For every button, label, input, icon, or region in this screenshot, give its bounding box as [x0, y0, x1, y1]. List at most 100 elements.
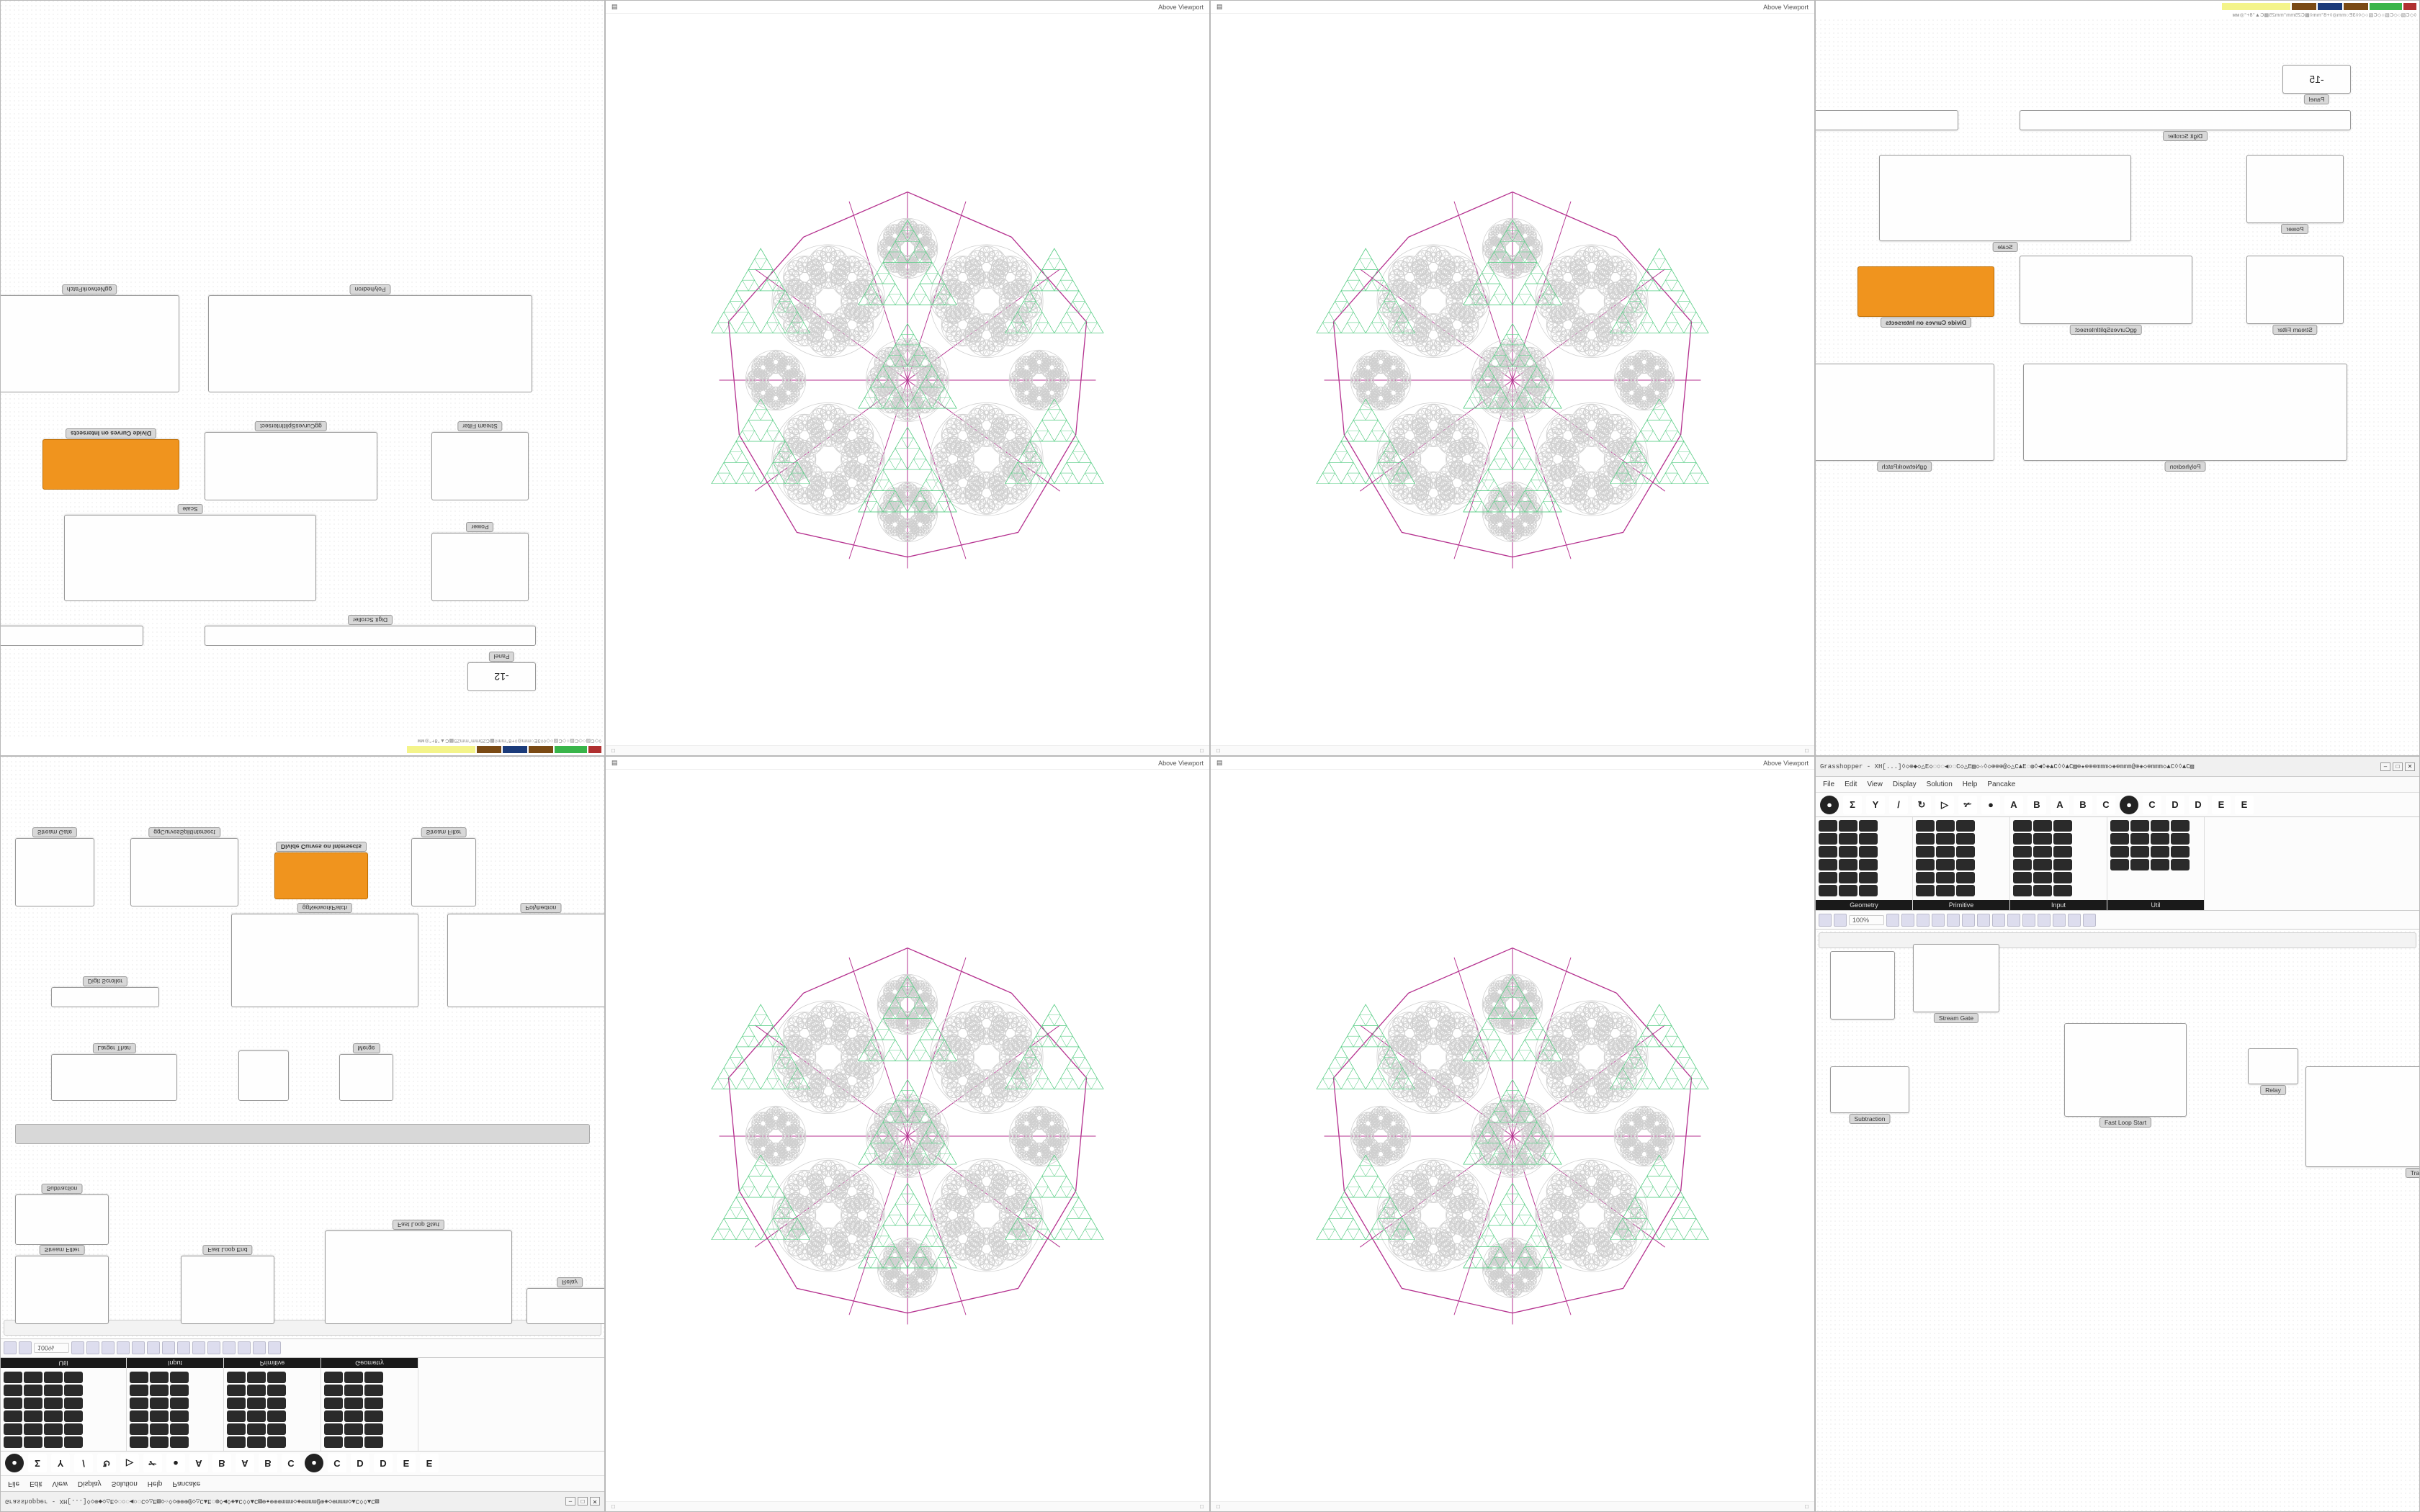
minimize-button-1[interactable]: –	[565, 1498, 575, 1506]
toolbar-icon-hand-1[interactable]	[117, 1342, 130, 1355]
toolbar-icon-blob2-1[interactable]	[253, 1342, 266, 1355]
group-primitive-icons-1[interactable]	[224, 1368, 321, 1451]
group-primitive-1[interactable]: Primitive	[224, 1358, 321, 1451]
gh-canvas-main-2[interactable]: Stream Gate Subtraction Fast Loop Start …	[1816, 930, 2419, 1511]
tab-icon-sum-2[interactable]: Σ	[1843, 796, 1862, 814]
menu-edit-1[interactable]: Edit	[30, 1480, 42, 1488]
toolbar-icon-zoomfit-1[interactable]	[71, 1342, 84, 1355]
tab-icon-D2-1[interactable]: D	[374, 1454, 393, 1473]
tab-icon-main-2[interactable]: ●	[1820, 796, 1839, 814]
menu-pancake-1[interactable]: Pancake	[172, 1480, 200, 1488]
group-util-icons-1[interactable]	[1, 1368, 126, 1451]
tab-icon-D2-2[interactable]: D	[2189, 796, 2208, 814]
toolbar-icon-hand-2[interactable]	[1932, 914, 1945, 927]
toolbar-icon-save-1[interactable]	[19, 1342, 32, 1355]
tab-icon-C1-2[interactable]: C	[2097, 796, 2115, 814]
group-primitive-2[interactable]: Primitive	[1913, 817, 2010, 910]
toolbar-icon-at-2[interactable]	[1947, 914, 1960, 927]
menu-solution-2[interactable]: Solution	[1927, 780, 1953, 788]
viewport-left-icon-2[interactable]: ▤	[1216, 3, 1223, 11]
toolbar-icon-eye-1[interactable]	[86, 1342, 99, 1355]
tab-icon-C1-1[interactable]: C	[282, 1454, 300, 1473]
tab-icon-E2-2[interactable]: E	[2235, 796, 2254, 814]
node-gate-b2[interactable]	[1830, 951, 1895, 1020]
gh-menubar-1[interactable]: File Edit View Display Solution Help Pan…	[1, 1475, 604, 1491]
node-subtraction-b2[interactable]: Subtraction	[1830, 1066, 1909, 1113]
toolbar-icon-magnify-2[interactable]	[1992, 914, 2005, 927]
gh-toolbar2-2[interactable]: 100%	[1816, 911, 2419, 930]
toolbar-icon-new-2[interactable]	[1819, 914, 1832, 927]
tab-icon-D1-2[interactable]: D	[2166, 796, 2184, 814]
node-relay-b2[interactable]: Relay	[2248, 1048, 2298, 1084]
toolbar-icon-fire-1[interactable]	[102, 1342, 115, 1355]
node-fastloopstart-b2[interactable]: Fast Loop Start	[2064, 1023, 2187, 1117]
node-fastloopstart-b1[interactable]: Fast Loop Start	[325, 1230, 512, 1324]
tab-icon-A1-2[interactable]: A	[2004, 796, 2023, 814]
toolbar-icon-blob3-2[interactable]	[2083, 914, 2096, 927]
group-util-2[interactable]: Util	[2107, 817, 2205, 910]
corner-icon-left-4[interactable]: □	[1216, 1503, 1220, 1510]
mystery-scrollstrip2-1[interactable]	[15, 1124, 590, 1144]
toolbar-icon-blob2-2[interactable]	[2068, 914, 2081, 927]
node-polyhedron-1[interactable]: Polyhedron	[208, 295, 532, 392]
window-controls-1[interactable]: – □ ✕	[565, 1498, 600, 1506]
node-subtraction-b1[interactable]: Subtraction	[15, 1194, 109, 1245]
group-util-icons-2[interactable]	[2107, 817, 2204, 900]
group-geometry-icons-2[interactable]	[1816, 817, 1912, 900]
viewport-left-icon[interactable]: ▤	[611, 3, 618, 11]
corner-icon-left-3[interactable]: □	[611, 1503, 615, 1510]
tab-icon-B1-1[interactable]: B	[212, 1454, 231, 1473]
tab-icon-A1-1[interactable]: A	[189, 1454, 208, 1473]
toolbar-icon-new-1[interactable]	[4, 1342, 17, 1355]
toolbar-icon-x-2[interactable]	[2038, 914, 2051, 927]
menu-file-2[interactable]: File	[1823, 780, 1834, 788]
node-divide-b1[interactable]: Divide Curves on Intersects	[274, 852, 368, 899]
tab-icon-eye-1[interactable]: ●	[166, 1454, 185, 1473]
toolbar-icon-blob3-1[interactable]	[268, 1342, 281, 1355]
node-digitscroller-1[interactable]: Digit Scroller	[205, 626, 536, 646]
corner-icon-right-4[interactable]: □	[1805, 1503, 1809, 1510]
node-streamfilter-b1[interactable]: Stream Filter	[15, 1256, 109, 1324]
tab-icon-orange-1[interactable]: ●	[305, 1454, 323, 1473]
node-ggnetworkpatch-2[interactable]: ggNetworkPatch	[1816, 364, 1994, 461]
close-button-2[interactable]: ✕	[2405, 762, 2415, 771]
menu-display-1[interactable]: Display	[78, 1480, 102, 1488]
toolbar-icon-fire-2[interactable]	[1917, 914, 1930, 927]
toolbar-icon-blob1-2[interactable]	[2053, 914, 2066, 927]
toolbar-icon-x-1[interactable]	[223, 1342, 236, 1355]
node-streamgate-b2[interactable]: Stream Gate	[1913, 944, 1999, 1012]
tab-icon-sum-1[interactable]: Σ	[28, 1454, 47, 1473]
menu-solution-1[interactable]: Solution	[112, 1480, 138, 1488]
tab-icon-B1-2[interactable]: B	[2027, 796, 2046, 814]
toolbar-icon-balloon-2[interactable]	[2022, 914, 2035, 927]
node-relay-b1[interactable]: Relay	[526, 1288, 604, 1324]
node-merge-b1[interactable]: Merge	[339, 1054, 393, 1101]
window-controls-2[interactable]: – □ ✕	[2380, 762, 2415, 771]
node-streamfilter-b2[interactable]: Stream Filter	[411, 838, 476, 906]
toolbar-icon-doc-1[interactable]	[162, 1342, 175, 1355]
node-streamfilter-2[interactable]: Stream Filter	[2246, 256, 2344, 324]
maximize-button-1[interactable]: □	[578, 1498, 588, 1506]
node-ggnetworkpatch-b1[interactable]: ggNetworkPatch	[231, 914, 418, 1007]
tab-icon-E2-1[interactable]: E	[420, 1454, 439, 1473]
node-digitscroller-4[interactable]: Digit Scroller	[1816, 110, 1958, 130]
tab-icon-tri-1[interactable]: ▷	[120, 1454, 139, 1473]
gh-toolbar2-1[interactable]: 100%	[1, 1338, 604, 1357]
node-digitscroller-2[interactable]: Digit Scroller	[1, 626, 143, 646]
mystery-scrollstrip-2[interactable]	[1819, 932, 2416, 948]
toolbar-icon-balloon-1[interactable]	[207, 1342, 220, 1355]
gh-tabstrip-2[interactable]: ● Σ Y / ↻ ▷ ✃ ● A B A B C ● C D D E E	[1816, 793, 2419, 817]
node-ggsplit-2[interactable]: ggCurvesSplitIntersect	[2020, 256, 2192, 324]
node-fastloopend-b1[interactable]: Fast Loop End	[181, 1256, 274, 1324]
toolbar-icon-blob1-1[interactable]	[238, 1342, 251, 1355]
menu-help-2[interactable]: Help	[1963, 780, 1978, 788]
menu-view-1[interactable]: View	[52, 1480, 68, 1488]
toolbar-icon-at-1[interactable]	[132, 1342, 145, 1355]
tab-icon-vec-1[interactable]: Y	[51, 1454, 70, 1473]
node-transform-2[interactable]: Scale	[1879, 155, 2131, 241]
node-panel-1[interactable]: -12 Panel	[467, 662, 536, 691]
node-gate-b1[interactable]	[238, 1050, 289, 1101]
gh-panelstrip-1[interactable]: Util Input	[1, 1357, 604, 1451]
group-input-1[interactable]: Input	[127, 1358, 224, 1451]
group-geometry-2[interactable]: Geometry	[1816, 817, 1913, 910]
